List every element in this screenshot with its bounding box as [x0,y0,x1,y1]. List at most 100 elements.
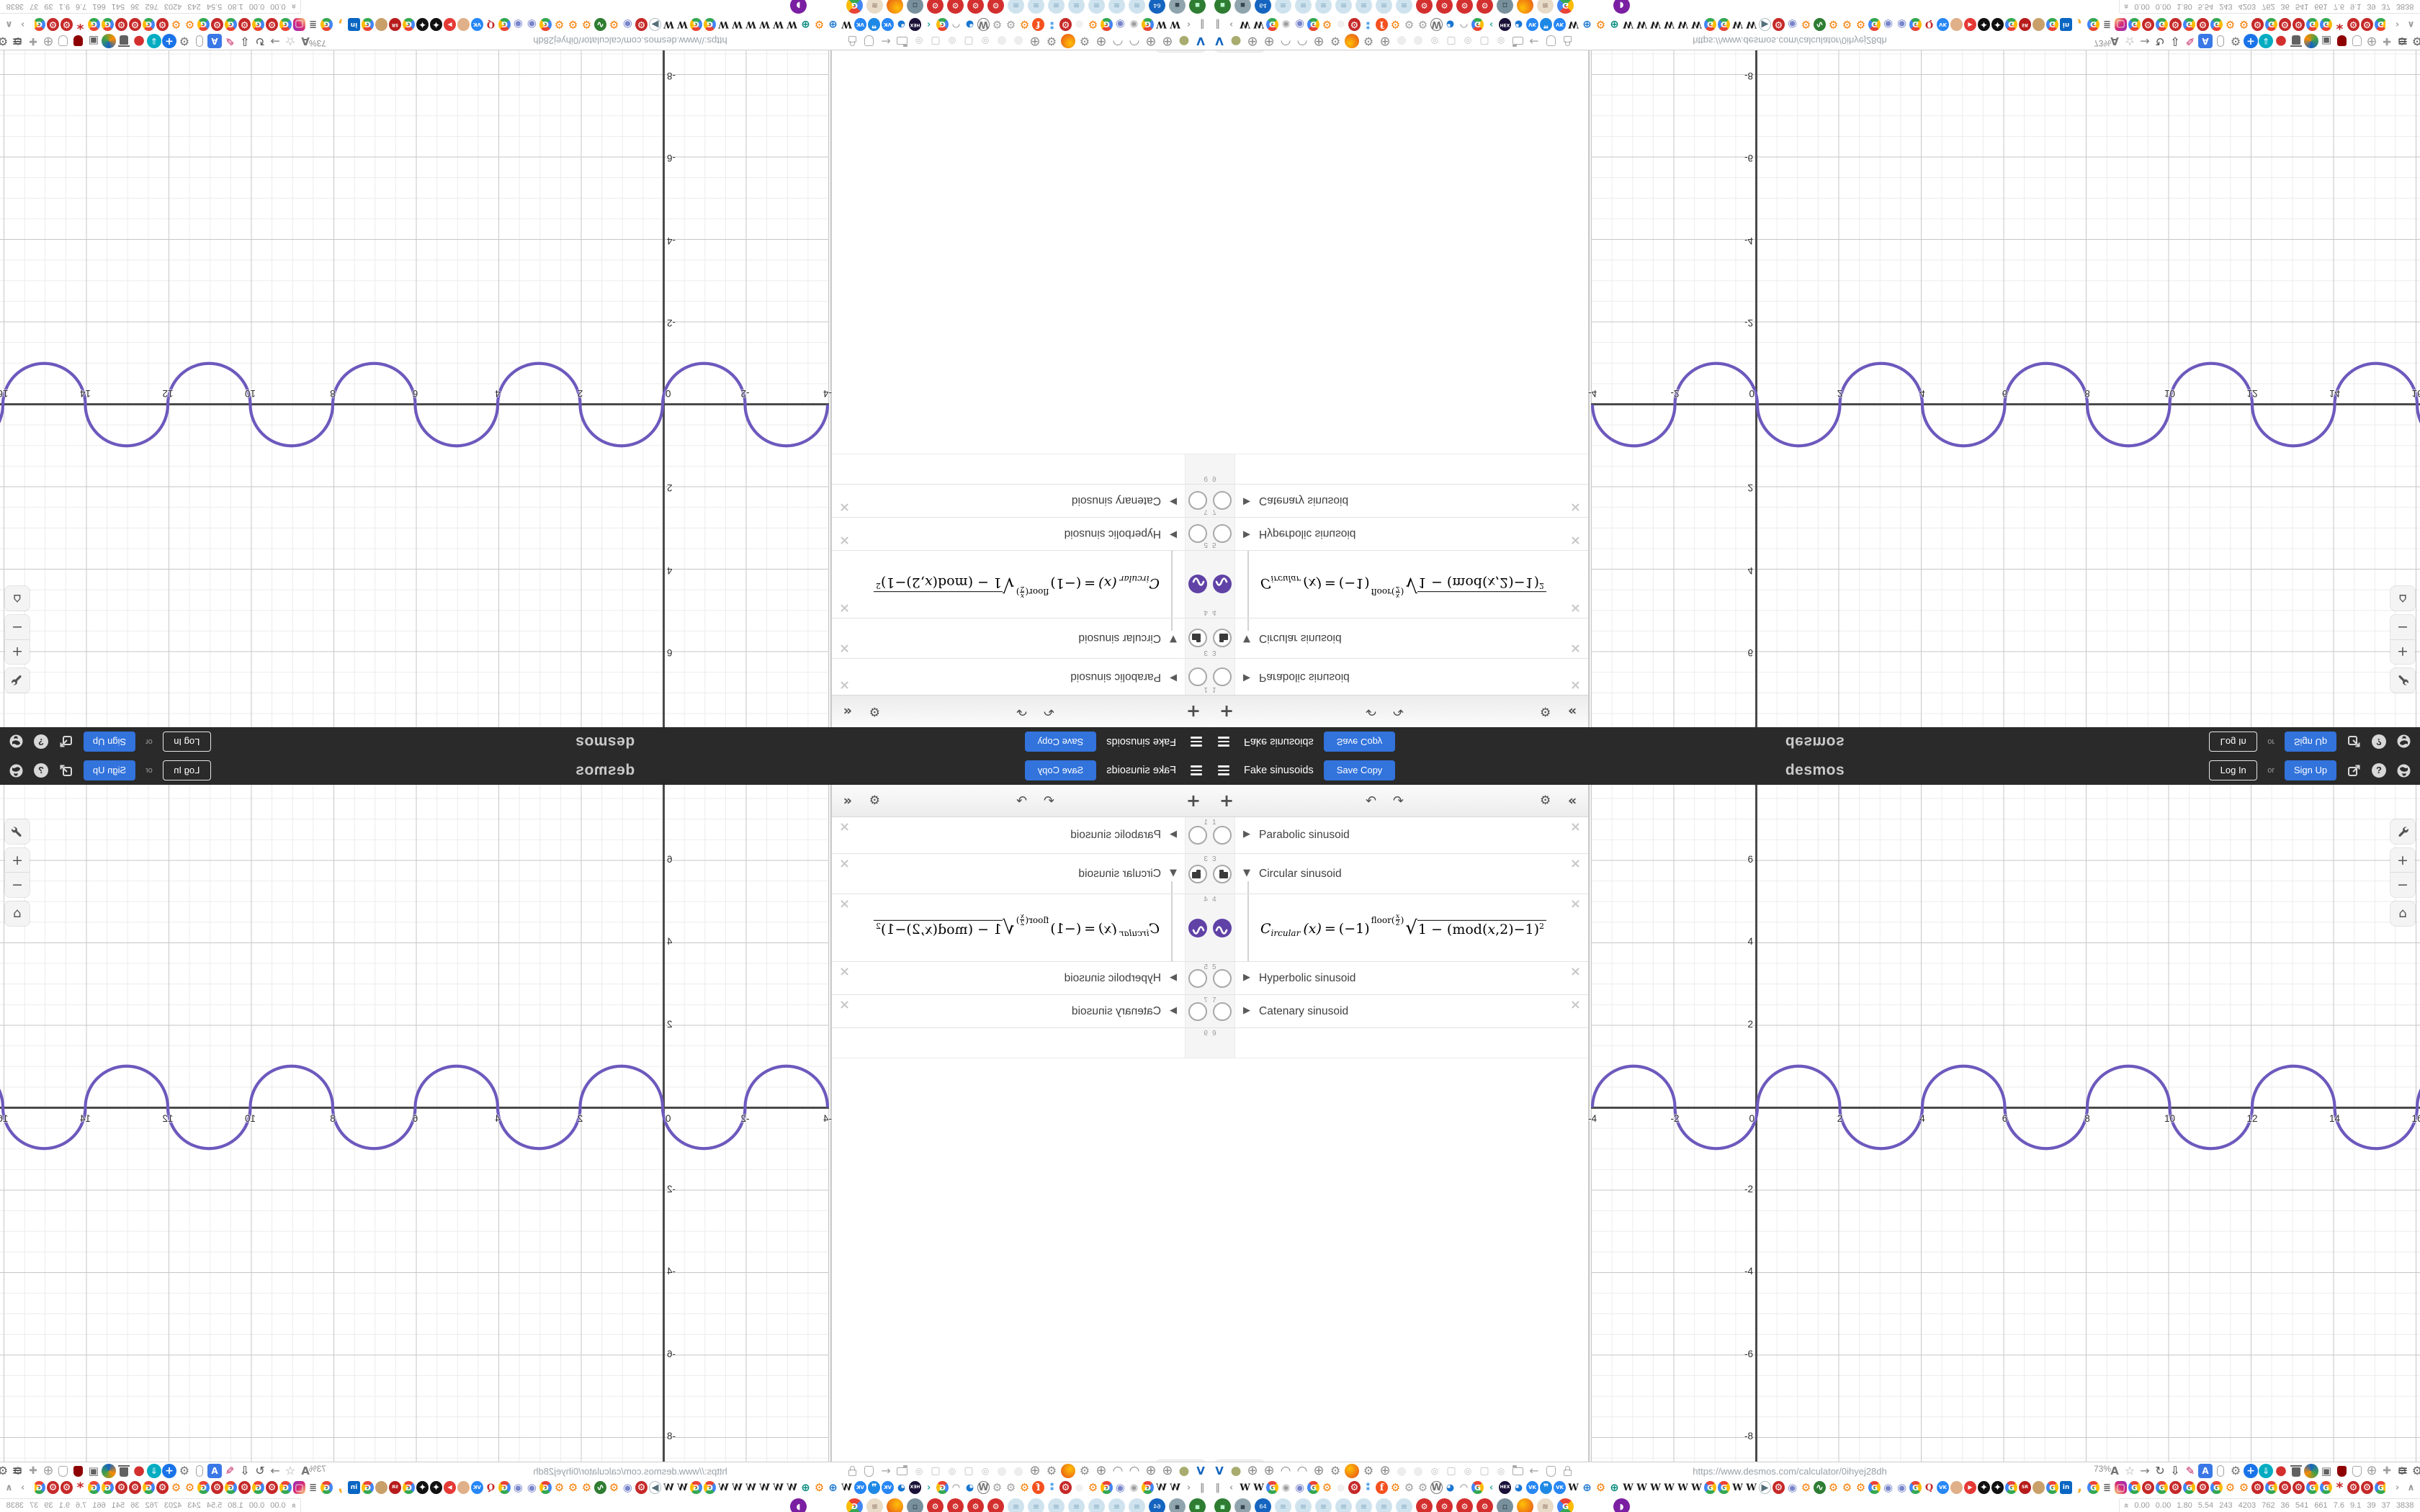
ghost-icon[interactable]: ● [1397,1464,1407,1477]
undo-icon[interactable]: ↶ [1366,793,1377,809]
gear-orange-favicon[interactable]: ⚙ [1390,1481,1401,1494]
gauge-favicon[interactable]: ◠ [1460,1482,1468,1493]
google-favicon[interactable]: G [1718,1481,1730,1494]
delete-row-icon[interactable]: × [1569,819,1581,834]
wrench-icon[interactable]: ⚙ [2397,1464,2407,1477]
gear-orange-favicon[interactable]: ⚙ [1801,1481,1811,1494]
gauge-icon[interactable]: ◠ [1296,1463,1308,1478]
google-favicon[interactable]: G [2210,1481,2223,1494]
gear-orange-favicon[interactable]: ⚙ [2225,1481,2236,1494]
expression-row-parabolic[interactable]: 1 ▶ Parabolic sinusoid × [1210,817,1588,854]
wreath-favicon[interactable]: ◉ [1787,1481,1798,1494]
wave-green-favicon[interactable]: ∿ [1814,1481,1826,1494]
gear-orange-favicon[interactable]: ⚙ [1842,1481,1852,1494]
graph-settings-wrench-button[interactable] [2390,819,2415,844]
firefox-icon[interactable] [1517,1498,1533,1512]
rounded-box-icon[interactable]: ▢ [1446,1465,1456,1477]
google-favicon[interactable]: G [1909,1481,1922,1494]
wikipedia-favicon[interactable]: W [1677,1482,1688,1493]
forward-arrow-icon[interactable]: → [2140,1464,2150,1477]
firefox-icon[interactable] [1345,1464,1359,1478]
folder-caret-icon[interactable]: ▶ [1243,1004,1250,1016]
purple-app-icon[interactable]: ◗ [1613,1498,1630,1512]
vk-favicon[interactable]: VK [1937,1481,1949,1494]
dot-favicon[interactable]: ◉ [1281,1482,1291,1493]
f-orange-favicon[interactable]: f [1376,1481,1388,1494]
gear-red-favicon[interactable]: ⚙ [2142,1481,2154,1494]
google-favicon[interactable]: G [1471,1481,1484,1494]
wikipedia-favicon[interactable]: W [1732,1482,1743,1493]
vk-favicon[interactable]: VK [1554,1481,1566,1494]
lock-icon[interactable] [1560,1464,1574,1478]
people-favicon[interactable]: ⁑ [1366,1482,1371,1493]
olive-circle-icon[interactable]: ● [1230,1463,1242,1478]
download-icon[interactable]: ⇩ [2170,1464,2180,1477]
folder-label[interactable]: Parabolic sinusoid [1259,829,1350,841]
gear-orange-favicon[interactable]: ⚙ [1855,1481,1866,1494]
expression-row-circular[interactable]: 3 ▼ Circular sinusoid × [1210,854,1588,894]
graph-paper[interactable]: -4 -2 2 4 6 8 10 12 14 16 0 6 4 2 -2 -4 -6 -8 + − ⌂ [1588,785,2420,1462]
address-bar-url[interactable]: https://www.desmos.com/calculator/0ihyej… [1693,1466,1887,1477]
save-copy-button[interactable]: Save Copy [1324,760,1395,780]
black-circle-favicon[interactable]: ✦ [1991,1481,2004,1494]
reload-icon[interactable]: ↻ [2155,1464,2165,1477]
wrench-icon[interactable]: ⚙ [1330,1464,1341,1477]
folder-circle-icon[interactable] [1213,1002,1232,1021]
collapse-panel-icon[interactable]: « [1568,793,1577,809]
mouse-icon[interactable] [2213,1464,2228,1478]
radio-dot-icon[interactable]: ◎ [1464,1466,1472,1476]
gear-red-favicon[interactable]: ⚙ [2361,1481,2373,1494]
google-favicon[interactable]: G [2306,1481,2318,1494]
folder-caret-icon[interactable]: ▶ [1243,971,1250,983]
wikipedia-favicon[interactable]: W [1691,1482,1702,1493]
graph-title[interactable]: Fake sinusoids [1244,765,1314,776]
gear-red-favicon[interactable]: ⚙ [2347,1481,2360,1494]
default-viewport-home-button[interactable]: ⌂ [2390,901,2415,926]
gear-gray-favicon[interactable]: ⚙ [1417,1481,1428,1494]
main-menu-icon[interactable] [1218,765,1229,775]
pause-tab-icon[interactable]: ‖ [1215,1482,1220,1493]
swirl-blue-favicon[interactable]: ◕ [1514,1482,1523,1493]
folder-label[interactable]: Hyperbolic sinusoid [1259,971,1356,984]
google-favicon[interactable]: G [2265,1481,2277,1494]
wikipedia-favicon[interactable]: W [1568,1482,1579,1493]
gear-square-red-icon[interactable]: ⚙ [1456,1498,1473,1512]
wreath-favicon[interactable]: ◉ [1294,1481,1305,1494]
gear-red-favicon[interactable]: ⚙ [2197,1481,2209,1494]
notepad-icon[interactable]: ≡ [1315,1498,1332,1512]
shield-outline-icon[interactable] [1543,1464,1558,1478]
expand-chevron-icon[interactable]: « [2121,1503,2132,1508]
instagram-favicon[interactable]: ▢ [2115,1481,2127,1494]
vk-favicon[interactable]: VK [1526,1481,1538,1494]
shield-red-icon[interactable] [2334,1464,2349,1478]
sr-red-favicon[interactable]: SR [2019,1481,2031,1494]
wikipedia-favicon[interactable]: W [1253,1482,1264,1493]
gear-orange-favicon[interactable]: ⚙ [2238,1481,2249,1494]
notepad-icon[interactable]: ≡ [1355,1498,1372,1512]
delete-row-icon[interactable]: × [1569,896,1581,912]
floppy-64-icon[interactable]: 64 [1255,1498,1271,1512]
delete-row-icon[interactable]: × [1569,997,1581,1012]
google-favicon[interactable]: G [2183,1481,2195,1494]
google-favicon[interactable]: G [2375,1481,2385,1494]
record-red-icon[interactable]: ● [2275,1463,2287,1478]
notepad-icon[interactable]: ≡ [1275,1498,1291,1512]
gear-orange-favicon[interactable]: ⚙ [1828,1481,1839,1494]
chevron-left-icon[interactable]: ‹ [1229,1482,1234,1493]
folder-label[interactable]: Catenary sinusoid [1259,1004,1349,1017]
notepad-icon[interactable]: ≡ [1376,1498,1392,1512]
star-icon[interactable]: ☆ [2124,1464,2136,1477]
gear-orange-favicon[interactable]: ⚙ [1322,1481,1332,1494]
wordpress-favicon[interactable]: W [1430,1481,1443,1494]
folder-label[interactable]: Circular sinusoid [1259,867,1342,880]
expression-row-blank[interactable]: 9 [1210,1028,1588,1058]
chevron-right-icon[interactable]: › [2395,1482,2400,1493]
chevron-up-icon[interactable]: ∧ [2407,1482,2415,1493]
globe-blue-favicon[interactable]: ⊕ [1582,1481,1592,1494]
hex-favicon[interactable]: HEX [1499,1481,1511,1494]
log-in-button[interactable]: Log In [2209,760,2258,780]
delete-row-icon[interactable]: × [1569,964,1581,979]
globe-teal-favicon[interactable]: ⊕ [1610,1481,1619,1494]
google-favicon[interactable]: G [2320,1481,2332,1494]
